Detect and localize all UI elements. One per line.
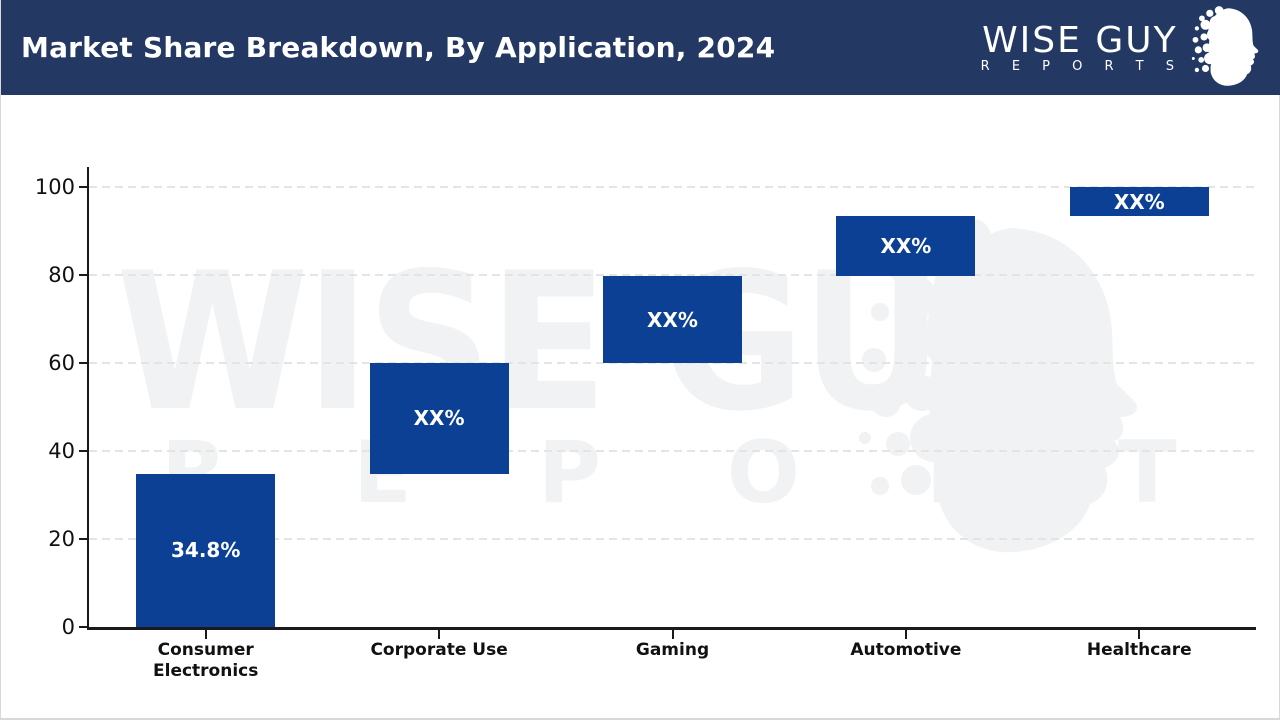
- y-tick-label-100: 100: [34, 175, 75, 199]
- bar-value-automotive: XX%: [880, 234, 932, 259]
- gridline-60: [89, 362, 1256, 364]
- brand-logo-text: WISE GUY R E P O R T S: [977, 20, 1183, 74]
- gridline-80: [89, 274, 1256, 276]
- brand-head-logo-icon: [1191, 6, 1259, 86]
- bar-value-corporate-use: XX%: [413, 406, 465, 431]
- gridline-40: [89, 450, 1256, 452]
- y-tick-label-80: 80: [48, 263, 75, 287]
- x-category-label-healthcare: Healthcare: [1086, 640, 1192, 660]
- x-tick-corporate-use: [438, 630, 441, 639]
- gridline-20: [89, 538, 1256, 540]
- y-tick-60: [79, 362, 88, 364]
- bar-healthcare: [1069, 187, 1209, 217]
- brand-logo: WISE GUY R E P O R T S: [977, 4, 1269, 90]
- bar-automotive: [836, 216, 976, 277]
- y-axis-line: [87, 167, 89, 629]
- header-bar: Market Share Breakdown, By Application, …: [1, 0, 1280, 95]
- gridline-100: [89, 186, 1256, 188]
- bar-value-healthcare: XX%: [1113, 189, 1165, 214]
- bar-value-consumer-electronics: 34.8%: [170, 538, 241, 563]
- x-tick-healthcare: [1138, 630, 1141, 639]
- x-axis-line: [87, 627, 1256, 630]
- chart-title: Market Share Breakdown, By Application, …: [21, 31, 776, 64]
- y-tick-label-20: 20: [48, 527, 75, 551]
- y-tick-100: [79, 186, 88, 188]
- y-tick-label-40: 40: [48, 439, 75, 463]
- y-tick-40: [79, 450, 88, 452]
- y-tick-label-60: 60: [48, 351, 75, 375]
- bar-corporate-use: [369, 363, 509, 474]
- y-tick-80: [79, 274, 88, 276]
- y-tick-label-0: 0: [61, 615, 75, 639]
- x-category-label-consumer-electronics: Consumer Electronics: [153, 640, 259, 682]
- bar-gaming: [603, 276, 742, 363]
- x-tick-gaming: [671, 630, 674, 639]
- bar-value-gaming: XX%: [647, 307, 698, 332]
- brand-name: WISE GUY: [982, 20, 1178, 61]
- x-category-label-corporate-use: Corporate Use: [370, 640, 508, 660]
- y-tick-20: [79, 538, 88, 540]
- y-tick-0: [79, 626, 88, 628]
- x-tick-consumer-electronics: [204, 630, 207, 639]
- bar-consumer-electronics: [136, 473, 276, 627]
- x-category-label-automotive: Automotive: [850, 640, 962, 660]
- x-category-label-gaming: Gaming: [635, 640, 710, 660]
- brand-subname: R E P O R T S: [980, 59, 1183, 74]
- x-tick-automotive: [904, 630, 907, 639]
